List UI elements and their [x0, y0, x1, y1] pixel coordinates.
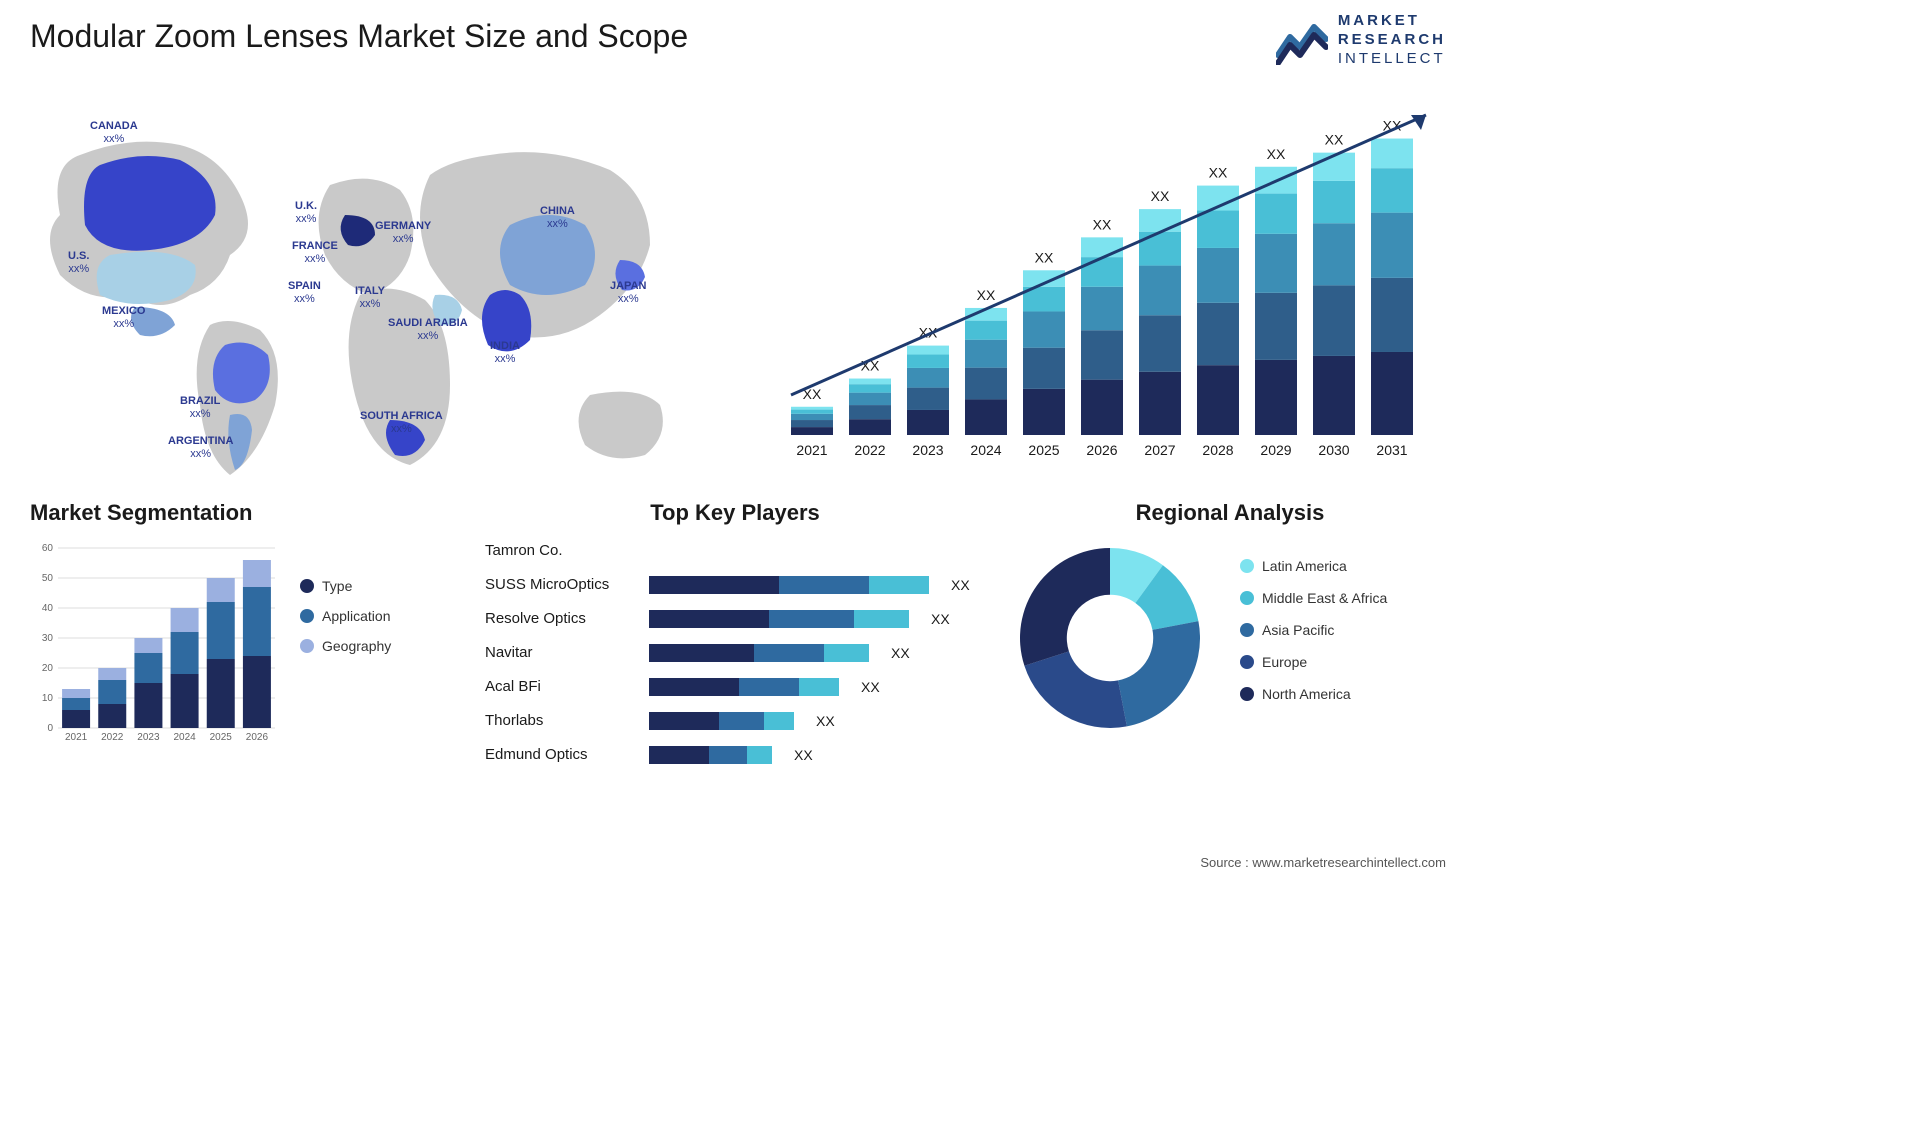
regional-donut	[1010, 538, 1210, 738]
player-row: Tamron Co.	[485, 538, 985, 563]
segmentation-chart: 0 10 20 30 40 50 60 2021 2022 2023 2024 2025 2026	[30, 538, 280, 748]
players-title: Top Key Players	[485, 500, 985, 526]
world-map: CANADAxx% U.S.xx% MEXICOxx% BRAZILxx% ARGENT…	[30, 85, 730, 480]
map-label: ARGENTINAxx%	[168, 435, 233, 461]
player-bar	[649, 644, 869, 662]
player-row: Edmund Optics XX	[485, 742, 985, 767]
player-value: XX	[861, 679, 880, 695]
regional-title: Regional Analysis	[1010, 500, 1450, 526]
player-value: XX	[951, 577, 970, 593]
svg-text:40: 40	[42, 603, 54, 614]
svg-text:2023: 2023	[137, 732, 160, 743]
player-value: XX	[931, 611, 950, 627]
svg-text:2027: 2027	[1144, 442, 1175, 458]
legend-item: North America	[1240, 686, 1387, 702]
svg-text:2022: 2022	[854, 442, 885, 458]
map-label: GERMANYxx%	[375, 220, 431, 246]
hero-growth-chart: XX 2021 XX 2022 XX 2023 XX 2024 XX 2025 XX 2026 XX 20…	[776, 95, 1446, 470]
map-label: SAUDI ARABIAxx%	[388, 317, 468, 343]
svg-text:XX: XX	[1093, 216, 1112, 232]
segmentation-legend: Type Application Geography	[300, 538, 391, 748]
svg-text:XX: XX	[1325, 132, 1344, 148]
map-label: ITALYxx%	[355, 285, 385, 311]
svg-text:2025: 2025	[1028, 442, 1059, 458]
svg-text:2022: 2022	[101, 732, 124, 743]
svg-text:XX: XX	[977, 287, 996, 303]
svg-text:2026: 2026	[1086, 442, 1117, 458]
player-name: Acal BFi	[485, 678, 635, 695]
player-value: XX	[891, 645, 910, 661]
svg-text:10: 10	[42, 693, 54, 704]
svg-text:XX: XX	[1035, 249, 1054, 265]
map-label: U.S.xx%	[68, 250, 89, 276]
svg-text:20: 20	[42, 663, 54, 674]
map-label: CANADAxx%	[90, 120, 138, 146]
svg-text:30: 30	[42, 633, 54, 644]
svg-text:0: 0	[47, 723, 53, 734]
legend-item: Type	[300, 578, 391, 594]
brand-logo: MARKET RESEARCH INTELLECT	[1276, 12, 1446, 68]
regional-panel: Regional Analysis Latin America Middle Ea…	[1010, 500, 1450, 738]
svg-text:2023: 2023	[912, 442, 943, 458]
players-panel: Top Key Players Tamron Co. SUSS MicroOpti…	[485, 500, 985, 776]
map-label: MEXICOxx%	[102, 305, 145, 331]
player-name: SUSS MicroOptics	[485, 576, 635, 593]
map-label: SPAINxx%	[288, 280, 321, 306]
player-name: Edmund Optics	[485, 746, 635, 763]
svg-text:2021: 2021	[796, 442, 827, 458]
player-bar	[649, 576, 929, 594]
player-row: Navitar XX	[485, 640, 985, 665]
map-label: FRANCExx%	[292, 240, 338, 266]
player-bar	[649, 610, 909, 628]
svg-text:2024: 2024	[970, 442, 1001, 458]
svg-text:2030: 2030	[1318, 442, 1349, 458]
segmentation-panel: Market Segmentation 0 10 20 30 40 50 60 2021 202…	[30, 500, 450, 748]
legend-item: Geography	[300, 638, 391, 654]
source-attribution: Source : www.marketresearchintellect.com	[1200, 855, 1446, 870]
player-row: Resolve Optics XX	[485, 606, 985, 631]
player-value: XX	[794, 747, 813, 763]
player-value: XX	[816, 713, 835, 729]
legend-item: Asia Pacific	[1240, 622, 1387, 638]
player-name: Resolve Optics	[485, 610, 635, 627]
svg-text:2024: 2024	[173, 732, 196, 743]
legend-item: Application	[300, 608, 391, 624]
player-bar	[649, 746, 772, 764]
svg-text:2025: 2025	[210, 732, 233, 743]
svg-text:50: 50	[42, 573, 54, 584]
map-label: U.K.xx%	[295, 200, 317, 226]
logo-mark-icon	[1276, 15, 1328, 65]
players-list: Tamron Co.SUSS MicroOpticsXXResolve Opti…	[485, 538, 985, 767]
svg-text:2029: 2029	[1260, 442, 1291, 458]
regional-legend: Latin America Middle East & Africa Asia Pa…	[1240, 558, 1387, 718]
player-bar	[649, 712, 794, 730]
svg-text:2026: 2026	[246, 732, 269, 743]
player-name: Navitar	[485, 644, 635, 661]
player-row: SUSS MicroOptics XX	[485, 572, 985, 597]
player-name: Tamron Co.	[485, 542, 635, 559]
player-bar	[649, 678, 839, 696]
map-label: SOUTH AFRICAxx%	[360, 410, 443, 436]
svg-text:XX: XX	[1209, 165, 1228, 181]
segmentation-title: Market Segmentation	[30, 500, 450, 526]
svg-text:2031: 2031	[1376, 442, 1407, 458]
player-row: Acal BFi XX	[485, 674, 985, 699]
svg-text:2028: 2028	[1202, 442, 1233, 458]
map-label: CHINAxx%	[540, 205, 575, 231]
legend-item: Middle East & Africa	[1240, 590, 1387, 606]
svg-text:60: 60	[42, 543, 54, 554]
svg-text:XX: XX	[1267, 146, 1286, 162]
map-label: BRAZILxx%	[180, 395, 220, 421]
legend-item: Latin America	[1240, 558, 1387, 574]
logo-text: MARKET RESEARCH INTELLECT	[1338, 12, 1446, 68]
map-label: JAPANxx%	[610, 280, 646, 306]
player-name: Thorlabs	[485, 712, 635, 729]
player-row: Thorlabs XX	[485, 708, 985, 733]
map-label: INDIAxx%	[490, 340, 520, 366]
page-title: Modular Zoom Lenses Market Size and Scop…	[30, 18, 688, 55]
svg-text:2021: 2021	[65, 732, 88, 743]
svg-text:XX: XX	[1151, 188, 1170, 204]
legend-item: Europe	[1240, 654, 1387, 670]
